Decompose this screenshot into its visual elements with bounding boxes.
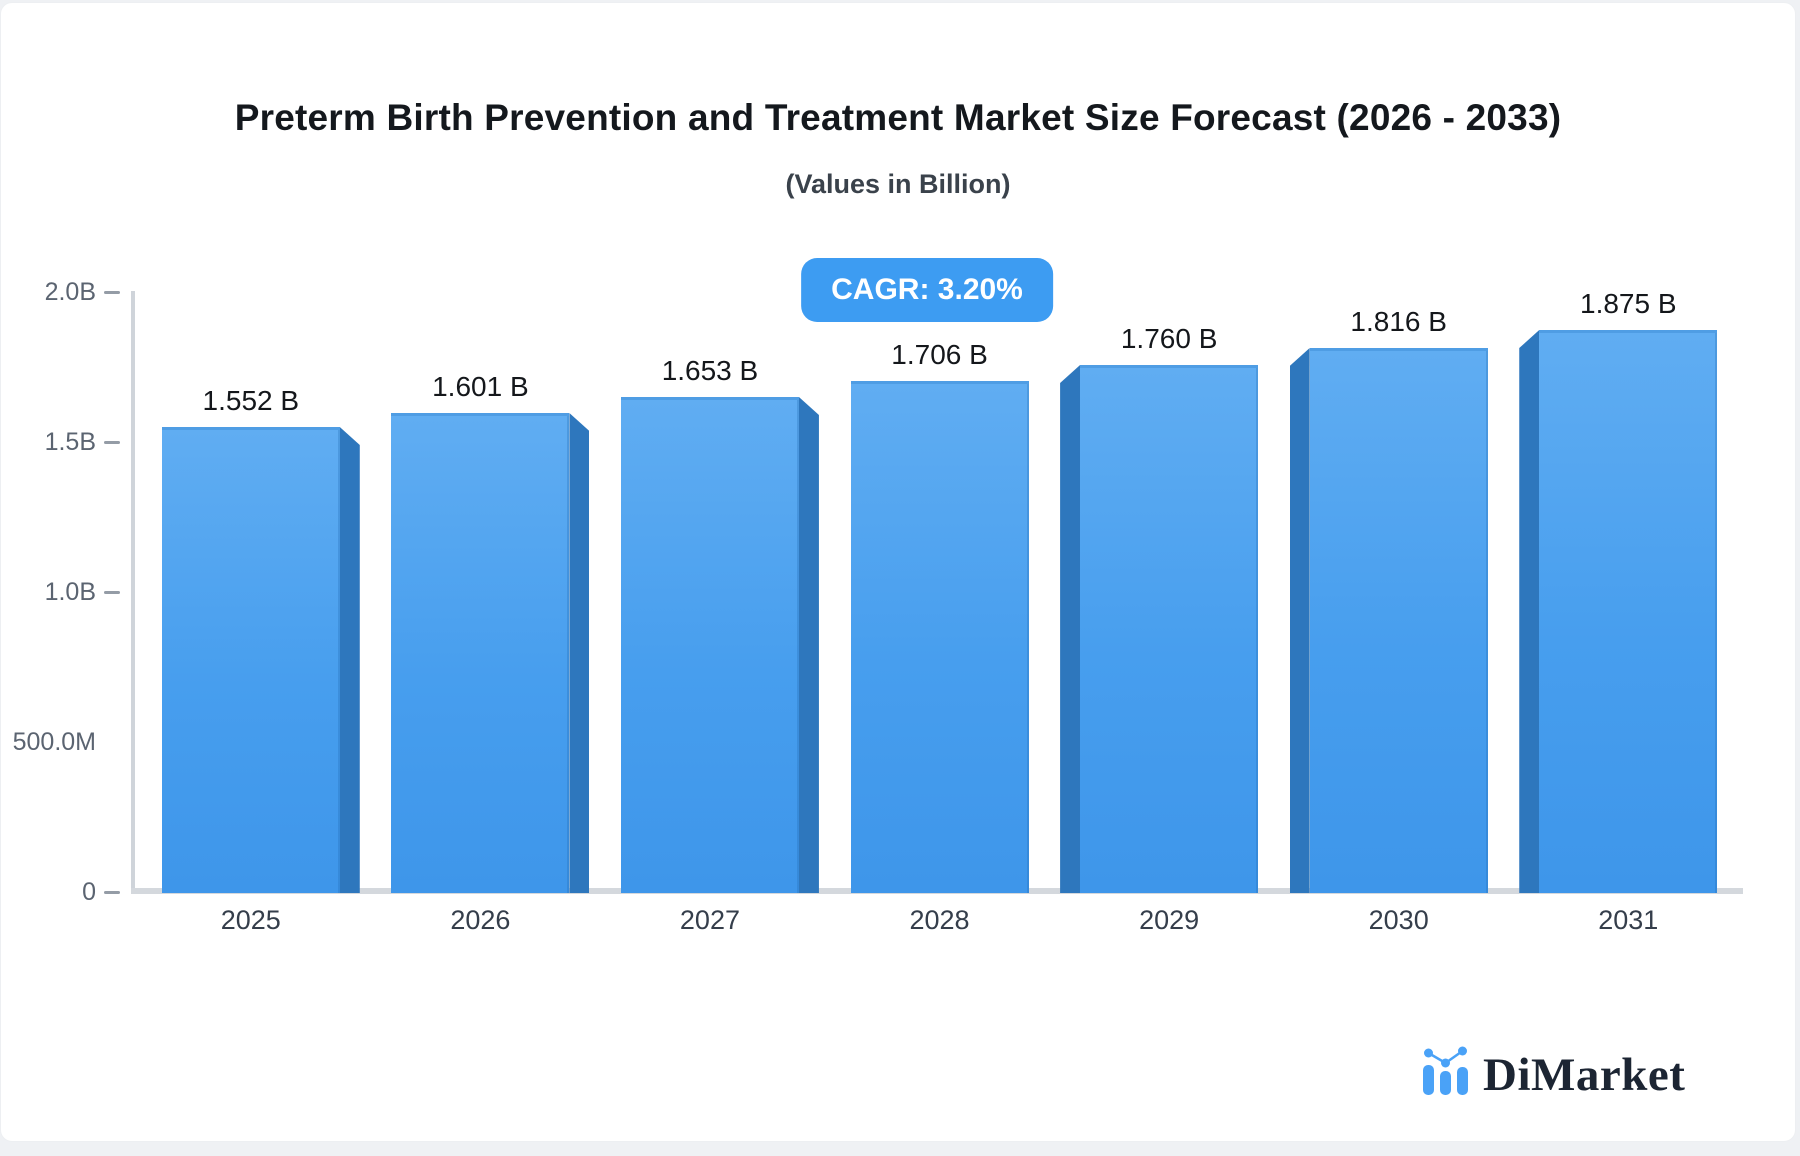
x-axis-label-2030: 2030 bbox=[1368, 905, 1429, 935]
bar-value-label: 1.706 B bbox=[891, 339, 988, 370]
x-axis-label-2031: 2031 bbox=[1598, 905, 1659, 935]
bar-side-face bbox=[1519, 330, 1540, 893]
bar-side-face bbox=[339, 427, 360, 893]
bar-side-face bbox=[798, 397, 819, 893]
y-tick-label: 2.0B bbox=[44, 278, 96, 306]
bar-slot-2028: 1.706 B bbox=[825, 293, 1055, 893]
brand-logo: DiMarket bbox=[1423, 1039, 1685, 1099]
y-axis-line bbox=[131, 291, 135, 893]
x-axis-labels: 2025 2026 2027 2028 2029 2030 2031 bbox=[136, 905, 1743, 936]
bar-value-label: 1.601 B bbox=[432, 371, 529, 402]
cagr-badge: CAGR: 3.20% bbox=[801, 258, 1053, 322]
x-axis-label-2026: 2026 bbox=[450, 905, 511, 935]
bar-2031 bbox=[1539, 330, 1718, 893]
bar-2030 bbox=[1309, 348, 1488, 893]
bar-2027 bbox=[620, 397, 799, 893]
bar-2025 bbox=[161, 427, 340, 893]
bar-value-label: 1.653 B bbox=[661, 355, 759, 386]
x-axis-label-2027: 2027 bbox=[679, 905, 740, 935]
y-tick-dash bbox=[104, 891, 120, 894]
y-tick-label: 0 bbox=[82, 878, 96, 906]
x-axis-label-2025: 2025 bbox=[220, 905, 281, 935]
y-tick-label: 1.0B bbox=[44, 578, 96, 606]
cagr-badge-label: CAGR: 3.20% bbox=[831, 273, 1023, 306]
x-axis-label-2029: 2029 bbox=[1139, 905, 1200, 935]
chart-subtitle: (Values in Billion) bbox=[785, 169, 1011, 199]
bar-slot-2027: 1.653 B bbox=[595, 293, 825, 893]
bar-2026 bbox=[391, 413, 570, 893]
bar-slot-2029: 1.760 B bbox=[1054, 293, 1284, 893]
bars-container: 1.552 B 1.601 B 1.653 B 1.706 B 1.760 B 1.816… bbox=[136, 288, 1743, 893]
x-axis-label-2028: 2028 bbox=[909, 905, 970, 935]
bar-slot-2026: 1.601 B bbox=[366, 293, 596, 893]
y-tick-dash bbox=[104, 441, 120, 444]
bar-slot-2025: 1.552 B bbox=[136, 293, 366, 893]
y-tick-dash bbox=[104, 291, 120, 294]
bar-slot-2030: 1.816 B bbox=[1284, 293, 1514, 893]
bar-value-label: 1.760 B bbox=[1120, 323, 1218, 354]
bar-side-face bbox=[569, 413, 590, 893]
plot-area: 2.0B 1.5B 1.0B 500.0M 0 1.552 B 1.601 B 1.653 … bbox=[1, 3, 1795, 1141]
bar-chart-dots-icon bbox=[1423, 1046, 1468, 1095]
page-title: Preterm Birth Prevention and Treatment M… bbox=[234, 97, 1562, 138]
bar-value-label: 1.875 B bbox=[1580, 288, 1677, 319]
bar-2028 bbox=[850, 381, 1029, 893]
bar-value-label: 1.816 B bbox=[1350, 306, 1447, 337]
y-tick-label: 1.5B bbox=[44, 428, 96, 456]
y-tick-dash bbox=[104, 591, 120, 594]
bar-slot-2031: 1.875 B bbox=[1513, 288, 1743, 893]
brand-name: DiMarket bbox=[1483, 1049, 1686, 1101]
bar-side-face bbox=[1289, 348, 1310, 893]
bar-side-face bbox=[1060, 365, 1081, 893]
bar-value-label: 1.552 B bbox=[202, 385, 300, 416]
bar-2029 bbox=[1080, 365, 1259, 893]
y-tick-label: 500.0M bbox=[12, 728, 96, 756]
